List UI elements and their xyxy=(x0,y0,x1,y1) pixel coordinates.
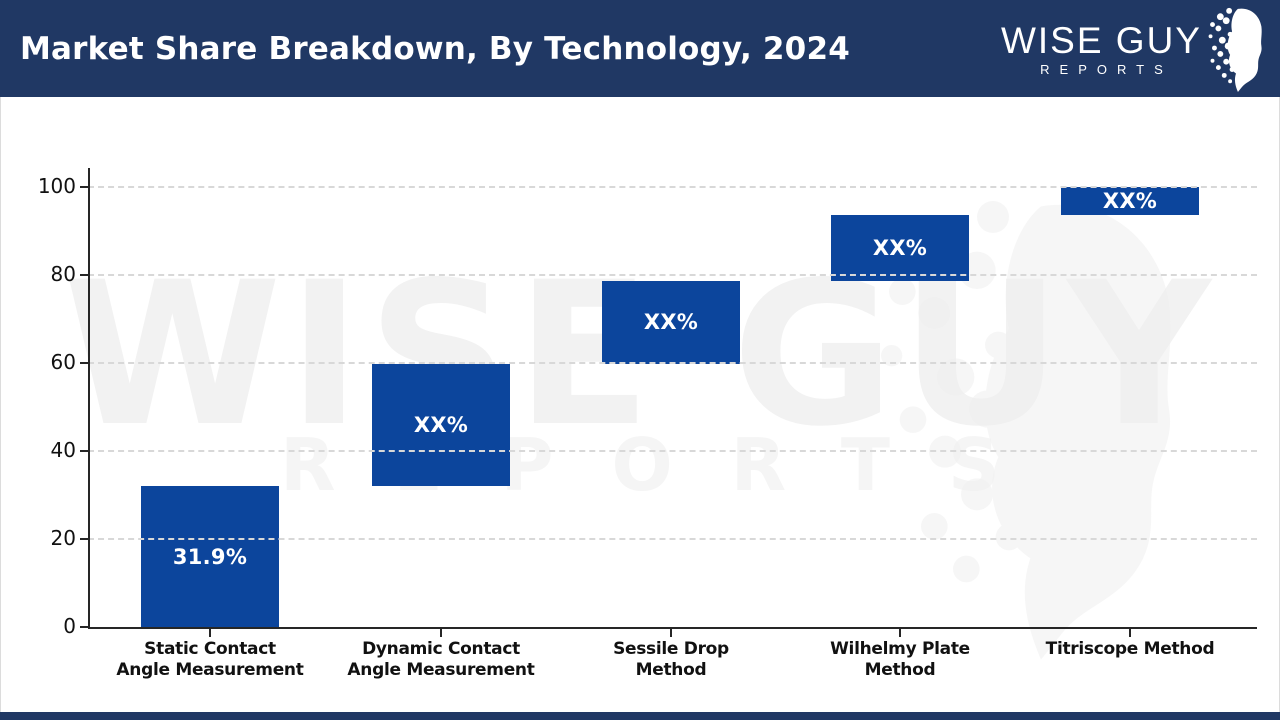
logo-subtitle: REPORTS xyxy=(1040,61,1173,77)
x-tick-mark xyxy=(899,629,901,637)
category-label-line: Static Contact xyxy=(144,639,276,659)
y-tick-mark xyxy=(80,361,88,364)
y-tick-mark xyxy=(80,185,88,188)
y-axis-tick-label: 40 xyxy=(50,437,76,462)
category-label-line: Wilhelmy Plate xyxy=(830,639,970,659)
dotted-face-icon xyxy=(1208,7,1262,92)
gridline xyxy=(88,449,1257,452)
gridline xyxy=(88,361,1257,364)
category-label-line: Titriscope Method xyxy=(1045,639,1215,659)
x-tick-mark xyxy=(440,629,442,637)
category-label-line: Dynamic Contact xyxy=(362,639,520,659)
category-label-line: Angle Measurement xyxy=(116,660,304,680)
bar-segment: XX% xyxy=(831,215,969,282)
wise-guy-reports-logo: WISE GUY REPORTS xyxy=(1001,5,1280,93)
bar-value-label: XX% xyxy=(872,236,928,261)
bar-value-label: XX% xyxy=(1102,188,1158,213)
logo-text: WISE GUY REPORTS xyxy=(1000,19,1202,77)
x-axis-category-label: Sessile Drop Method xyxy=(541,639,801,681)
y-tick-mark xyxy=(80,626,88,628)
category-label-line: Sessile Drop xyxy=(613,639,729,659)
bar-segment: 31.9% xyxy=(141,486,279,627)
x-tick-mark xyxy=(670,629,672,637)
y-axis-tick-label: 60 xyxy=(50,349,76,374)
category-label-line: Method xyxy=(635,660,707,680)
category-label-line: Angle Measurement xyxy=(347,660,535,680)
bar-value-label: 31.9% xyxy=(172,544,248,569)
gridline xyxy=(88,185,1257,188)
y-axis-line xyxy=(88,168,90,629)
y-tick-mark xyxy=(80,449,88,452)
x-axis-category-label: Titriscope Method xyxy=(1000,639,1260,660)
y-axis-tick-label: 100 xyxy=(37,173,76,198)
bar-segment: XX% xyxy=(372,363,510,487)
bar-segment: XX% xyxy=(602,281,740,364)
header-bar: Market Share Breakdown, By Technology, 2… xyxy=(0,0,1280,97)
y-axis-tick-label: 80 xyxy=(50,261,76,286)
y-axis-tick-label: 0 xyxy=(63,614,76,638)
x-axis-line xyxy=(88,627,1257,629)
gridline xyxy=(88,537,1257,540)
bar-value-label: XX% xyxy=(643,310,699,335)
logo-wordmark: WISE GUY xyxy=(1000,19,1202,61)
x-tick-mark xyxy=(209,629,211,637)
bar-value-label: XX% xyxy=(413,413,469,438)
x-axis-category-label: Dynamic Contact Angle Measurement xyxy=(311,639,571,681)
x-axis-category-label: Static Contact Angle Measurement xyxy=(80,639,340,681)
footer-bar xyxy=(0,712,1280,720)
y-tick-mark xyxy=(80,537,88,540)
category-label-line: Method xyxy=(864,660,936,680)
x-tick-mark xyxy=(1129,629,1131,637)
y-axis-tick-label: 20 xyxy=(50,525,76,550)
x-axis-category-label: Wilhelmy Plate Method xyxy=(770,639,1030,681)
page-title: Market Share Breakdown, By Technology, 2… xyxy=(20,30,850,67)
bar-segment: XX% xyxy=(1061,186,1199,216)
y-tick-mark xyxy=(80,273,88,276)
gridline xyxy=(88,273,1257,276)
